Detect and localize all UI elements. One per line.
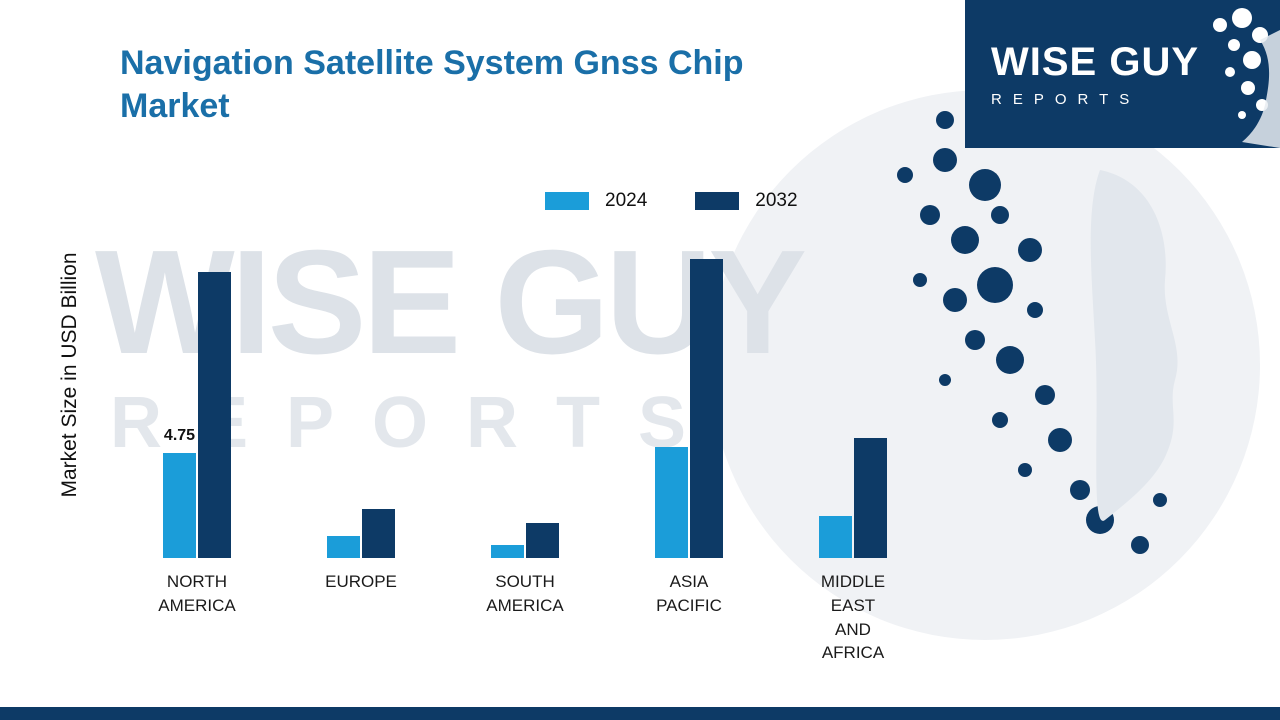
category-label: MIDDLE EAST AND AFRICA bbox=[820, 572, 886, 663]
bar-group: SOUTH AMERICA bbox=[443, 248, 607, 615]
bar-2024-south-america bbox=[491, 544, 524, 558]
bar-group: ASIA PACIFIC bbox=[607, 248, 771, 615]
bar-2024-asia-pacific bbox=[655, 447, 688, 558]
legend-item-2032: 2032 bbox=[695, 190, 798, 212]
bar-2024-europe bbox=[327, 535, 360, 558]
bar-2032-asia-pacific bbox=[690, 259, 723, 558]
bar-pair bbox=[819, 248, 887, 558]
chart-legend: 2024 2032 bbox=[545, 190, 798, 212]
bar-pair bbox=[491, 248, 559, 558]
page-title: Navigation Satellite System Gnss Chip Ma… bbox=[120, 44, 744, 125]
bar-groups: 4.75 NORTH AMERICA EUROPE SOUTH AMERICA ASIA… bbox=[115, 248, 935, 662]
logo-wordmark: WISE GUY bbox=[991, 40, 1200, 84]
bar-2024-middle-east-and-africa bbox=[819, 515, 852, 558]
bar-value-label: 4.75 bbox=[163, 426, 196, 444]
bar-2024-north-america: 4.75 bbox=[163, 427, 196, 558]
legend-label-2024: 2024 bbox=[605, 190, 648, 211]
category-label: EUROPE bbox=[325, 572, 397, 591]
legend-swatch-2032 bbox=[695, 192, 740, 210]
bar-group: MIDDLE EAST AND AFRICA bbox=[771, 248, 935, 662]
bar-group: 4.75 NORTH AMERICA bbox=[115, 248, 279, 615]
bar-group: EUROPE bbox=[279, 248, 443, 591]
legend-label-2032: 2032 bbox=[755, 190, 798, 211]
bar-2032-middle-east-and-africa bbox=[854, 438, 887, 558]
footer-bar bbox=[0, 707, 1280, 720]
logo-face-icon bbox=[1213, 8, 1280, 148]
brand-logo: WISE GUY REPORTS bbox=[965, 0, 1280, 148]
bar-pair: 4.75 bbox=[163, 248, 231, 558]
bar-2032-south-america bbox=[526, 522, 559, 558]
logo-reports-text: REPORTS bbox=[991, 91, 1141, 108]
bar-chart: 4.75 NORTH AMERICA EUROPE SOUTH AMERICA ASIA… bbox=[115, 248, 935, 662]
legend-item-2024: 2024 bbox=[545, 190, 647, 212]
bar-pair bbox=[655, 248, 723, 558]
bar-2032-europe bbox=[362, 509, 395, 558]
category-label: ASIA PACIFIC bbox=[656, 572, 722, 615]
bar-pair bbox=[327, 248, 395, 558]
category-label: SOUTH AMERICA bbox=[486, 572, 564, 615]
bar-2032-north-america bbox=[198, 272, 231, 558]
y-axis-label: Market Size in USD Billion bbox=[58, 252, 81, 498]
legend-swatch-2024 bbox=[545, 192, 589, 210]
category-label: NORTH AMERICA bbox=[158, 572, 236, 615]
